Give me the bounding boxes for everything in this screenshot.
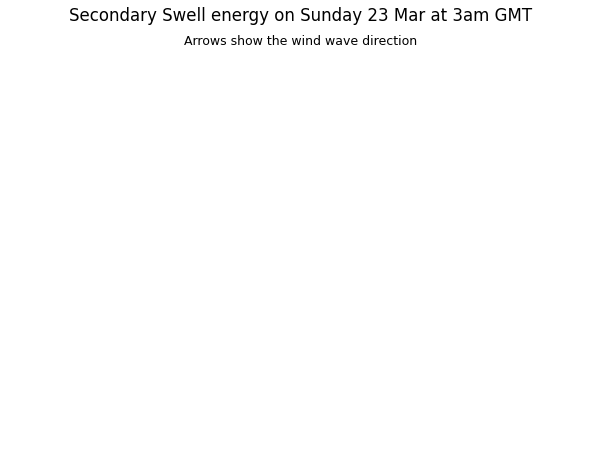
Text: Arrows show the wind wave direction: Arrows show the wind wave direction [184, 35, 417, 48]
Text: Secondary Swell energy on Sunday 23 Mar at 3am GMT: Secondary Swell energy on Sunday 23 Mar … [69, 7, 532, 25]
Text: cartopy required: cartopy required [219, 249, 382, 268]
